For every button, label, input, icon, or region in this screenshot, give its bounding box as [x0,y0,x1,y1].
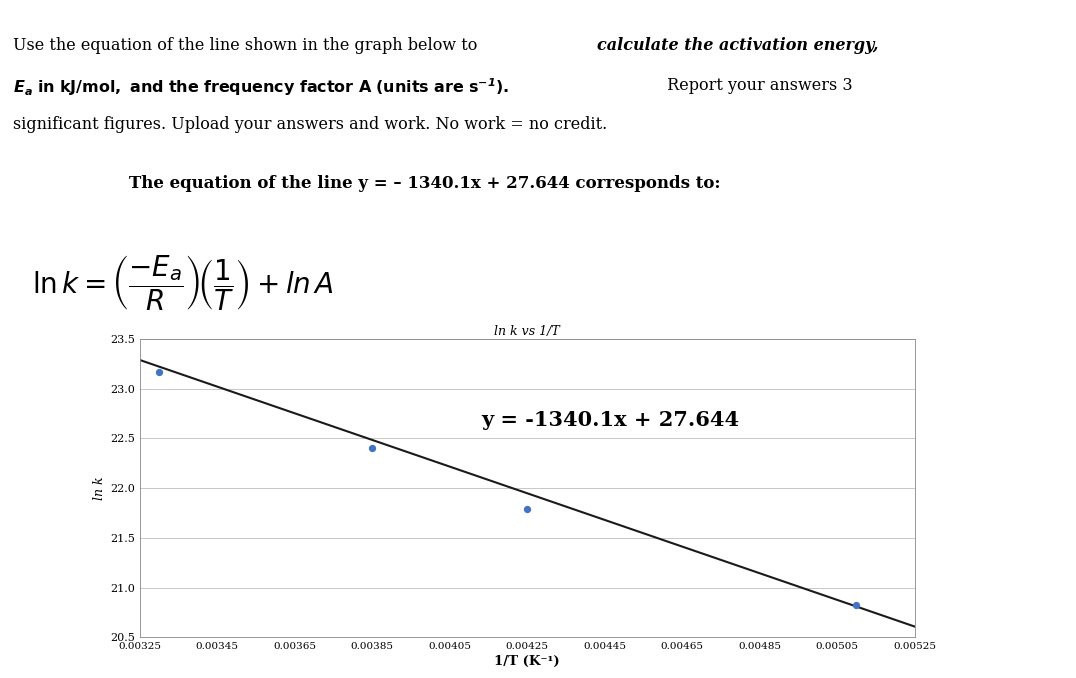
Text: calculate the activation energy,: calculate the activation energy, [597,37,879,54]
Point [151,366,168,377]
Point [364,443,381,454]
Point [519,504,536,515]
Text: Use the equation of the line shown in the graph below to: Use the equation of the line shown in th… [13,37,482,54]
Point [848,600,865,611]
X-axis label: 1/T (K⁻¹): 1/T (K⁻¹) [495,656,560,669]
Title: ln k vs 1/T: ln k vs 1/T [494,325,561,338]
Text: significant figures. Upload your answers and work. No work = no credit.: significant figures. Upload your answers… [13,116,607,133]
Text: Report your answers 3: Report your answers 3 [662,77,852,94]
Y-axis label: ln k: ln k [93,477,105,500]
Text: $\bfit{E_a}$ $\bf{in\ kJ/mol,\ and\ the\ frequency\ factor\ A\ (units\ are\ s}$$: $\bfit{E_a}$ $\bf{in\ kJ/mol,\ and\ the\… [13,77,509,98]
Text: The equation of the line y = – 1340.1x + 27.644 corresponds to:: The equation of the line y = – 1340.1x +… [129,175,721,192]
Text: y = -1340.1x + 27.644: y = -1340.1x + 27.644 [481,410,739,430]
Text: $\mathrm{ln}\,k = \left(\dfrac{-E_a}{R}\right)\!\left(\dfrac{1}{T}\right) + \mat: $\mathrm{ln}\,k = \left(\dfrac{-E_a}{R}\… [32,254,335,313]
